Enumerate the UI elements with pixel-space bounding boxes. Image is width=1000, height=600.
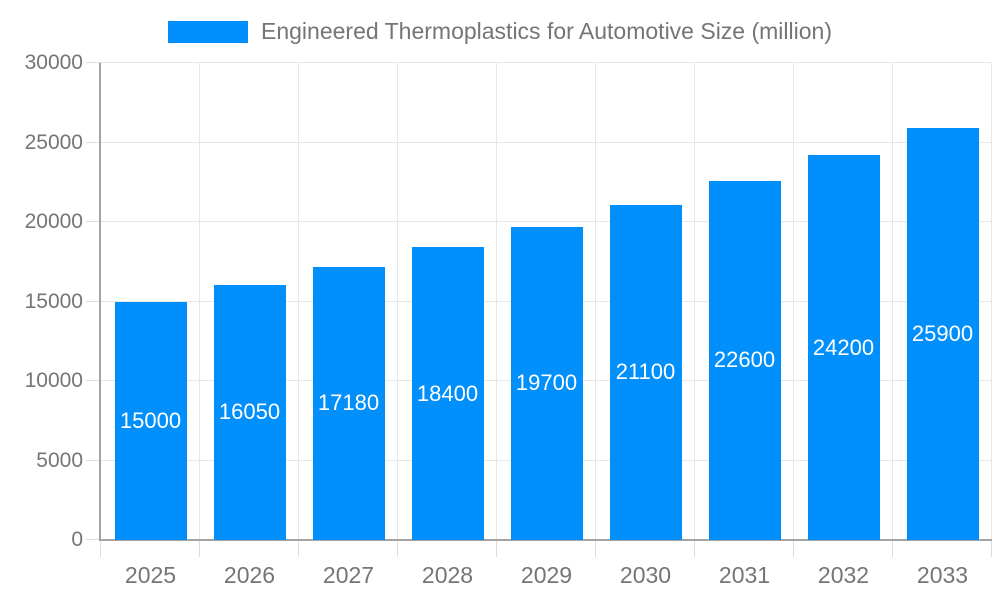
x-axis-label: 2032 — [817, 562, 870, 588]
v-gridline — [595, 63, 596, 540]
x-axis-tick — [298, 540, 299, 557]
x-axis-tick — [595, 540, 596, 557]
y-axis-label: 15000 — [24, 289, 83, 313]
x-axis-line — [99, 539, 992, 541]
bar — [411, 247, 484, 540]
v-gridline — [991, 63, 992, 540]
x-axis-label: 2028 — [421, 562, 474, 588]
bar-value-label: 25900 — [911, 321, 974, 347]
bar-value-label: 17180 — [317, 390, 380, 416]
bar-value-label: 19700 — [515, 370, 578, 396]
h-gridline — [101, 221, 992, 222]
y-axis-label: 10000 — [24, 369, 83, 392]
bar-value-label: 22600 — [713, 347, 776, 373]
legend-label: Engineered Thermoplastics for Automotive… — [261, 18, 832, 44]
x-axis-tick — [496, 540, 497, 557]
bar-value-label: 21100 — [615, 359, 676, 385]
x-axis-tick — [100, 540, 101, 557]
y-axis-label: 0 — [71, 528, 83, 551]
y-axis-tick — [86, 62, 101, 63]
y-axis-label: 25000 — [24, 130, 83, 154]
x-axis-label: 2030 — [619, 562, 672, 588]
v-gridline — [892, 63, 893, 540]
y-axis-label: 5000 — [36, 448, 83, 472]
x-axis-tick — [991, 540, 992, 557]
y-axis-tick — [86, 380, 101, 381]
y-axis-line — [99, 63, 101, 541]
y-axis-label: 30000 — [24, 51, 83, 74]
bar-value-label: 15000 — [119, 407, 182, 433]
y-axis-tick — [86, 539, 101, 540]
bar — [906, 128, 979, 540]
y-axis-tick — [86, 141, 101, 143]
x-axis-label: 2033 — [916, 562, 969, 588]
bar-value-label: 24200 — [812, 334, 875, 360]
y-axis-tick — [86, 300, 101, 302]
v-gridline — [793, 63, 794, 540]
v-gridline — [496, 63, 497, 540]
bar — [213, 284, 286, 540]
x-axis-tick — [892, 540, 893, 557]
v-gridline — [199, 63, 200, 540]
bar — [807, 155, 880, 540]
x-axis-tick — [397, 540, 398, 557]
bar — [510, 226, 583, 540]
y-axis-label: 20000 — [24, 210, 83, 233]
x-axis-label: 2031 — [718, 562, 771, 588]
bar — [312, 266, 385, 540]
x-axis-label: 2026 — [223, 562, 276, 588]
y-axis-tick — [86, 221, 101, 222]
x-axis-tick — [694, 540, 695, 557]
x-axis-label: 2027 — [322, 562, 375, 588]
legend-item[interactable]: Engineered Thermoplastics for Automotive… — [0, 18, 1000, 45]
bar — [708, 180, 781, 540]
y-axis-tick — [86, 459, 101, 461]
h-gridline — [101, 62, 992, 63]
x-axis-tick — [199, 540, 200, 557]
x-axis-label: 2025 — [124, 562, 177, 588]
v-gridline — [694, 63, 695, 540]
v-gridline — [298, 63, 299, 540]
bar-value-label: 18400 — [416, 380, 479, 406]
bar — [114, 301, 187, 540]
bar — [609, 204, 682, 540]
bar-value-label: 16050 — [218, 399, 281, 425]
legend-swatch-icon — [168, 20, 248, 43]
x-axis-label: 2029 — [520, 562, 573, 588]
x-axis-tick — [793, 540, 794, 557]
h-gridline — [101, 141, 992, 143]
v-gridline — [397, 63, 398, 540]
